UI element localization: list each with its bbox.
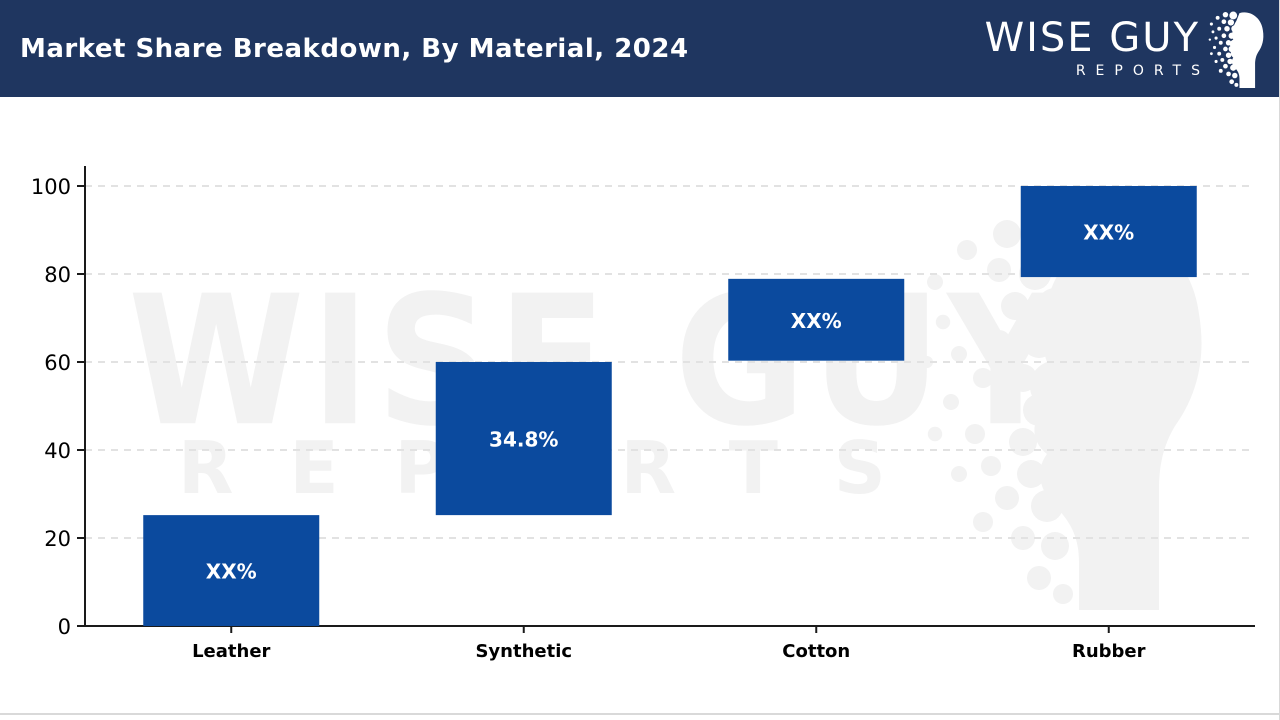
xtick-label-leather: Leather	[192, 641, 270, 662]
bar-leather	[143, 515, 320, 626]
brand-name: WISE GUY	[984, 15, 1200, 61]
ytick-label-0: 0	[58, 615, 71, 639]
brand-subname: REPORTS	[1075, 63, 1210, 79]
xtick-label-cotton: Cotton	[782, 641, 850, 662]
ytick-label-100: 100	[31, 175, 71, 199]
brand-logo-text: WISE GUY REPORTS	[985, 18, 1200, 79]
ytick-label-60: 60	[44, 351, 71, 375]
ytick-label-80: 80	[44, 263, 71, 287]
brand-logo: WISE GUY REPORTS	[985, 7, 1266, 91]
bar-rubber	[1020, 186, 1197, 278]
bottom-divider	[0, 713, 1279, 715]
bar-label-synthetic: 34.8%	[489, 428, 558, 452]
header: Market Share Breakdown, By Material, 202…	[0, 0, 1279, 97]
page-title: Market Share Breakdown, By Material, 202…	[20, 33, 689, 64]
xtick-label-rubber: Rubber	[1072, 641, 1146, 662]
bar-label-cotton: XX%	[791, 309, 842, 333]
xtick-label-synthetic: Synthetic	[475, 641, 572, 662]
ytick-label-20: 20	[44, 527, 71, 551]
bar-label-rubber: XX%	[1083, 221, 1134, 245]
bar-cotton	[728, 278, 905, 361]
ytick-label-40: 40	[44, 439, 71, 463]
bar-label-leather: XX%	[206, 560, 257, 584]
brand-dothead-icon	[1208, 11, 1264, 88]
bar-synthetic	[435, 362, 612, 516]
